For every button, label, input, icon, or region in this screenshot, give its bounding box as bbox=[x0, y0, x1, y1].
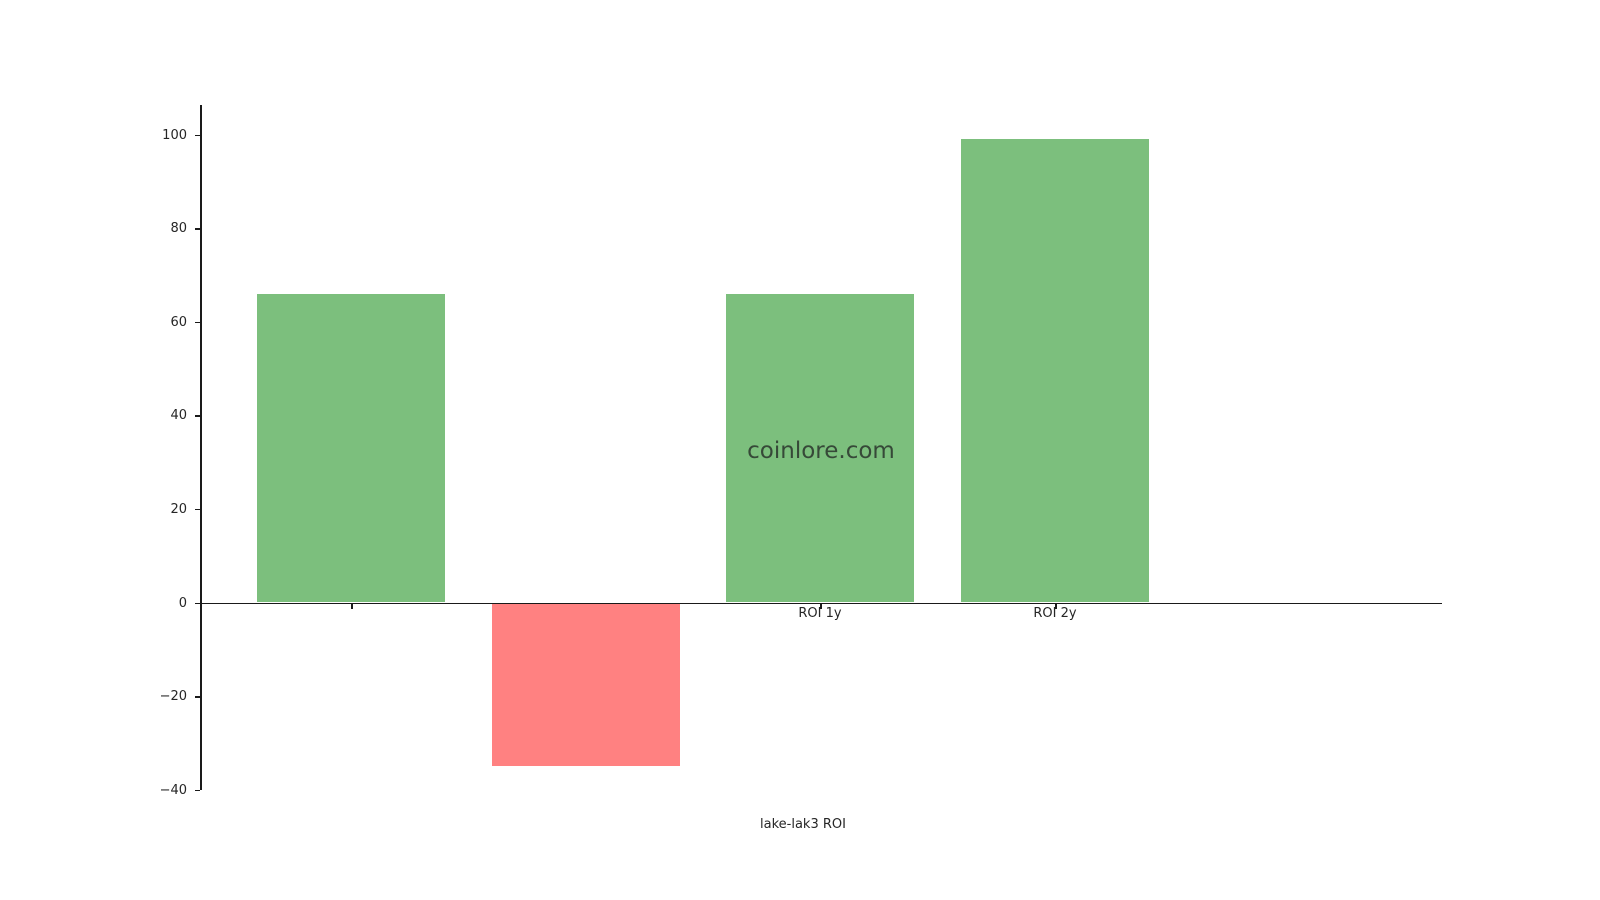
y-tick-mark bbox=[195, 134, 200, 136]
x-tick-mark bbox=[351, 602, 353, 609]
y-axis-line bbox=[200, 105, 202, 790]
y-tick-mark bbox=[195, 228, 200, 230]
bar-unlabeled-1 bbox=[257, 293, 445, 603]
y-tick-label: 0 bbox=[178, 595, 187, 611]
y-tick-label: 40 bbox=[170, 408, 187, 424]
y-tick-label: 100 bbox=[162, 127, 187, 143]
x-tick-label: ROI 2y bbox=[1033, 606, 1077, 621]
bar-roi-1y bbox=[726, 293, 914, 603]
x-tick-label: ROI 1y bbox=[798, 606, 842, 621]
y-tick-label: −40 bbox=[159, 782, 187, 798]
y-tick-mark bbox=[195, 602, 200, 604]
x-tick-mark bbox=[1055, 602, 1057, 609]
x-axis-title: lake-lak3 ROI bbox=[760, 817, 846, 832]
y-tick-label: 80 bbox=[170, 221, 187, 237]
x-tick-mark bbox=[820, 602, 822, 609]
y-tick-label: 60 bbox=[170, 314, 187, 330]
y-tick-mark bbox=[195, 415, 200, 417]
y-tick-mark bbox=[195, 696, 200, 698]
watermark-text: coinlore.com bbox=[747, 438, 895, 464]
bar-unlabeled-2 bbox=[492, 602, 680, 767]
x-axis-line bbox=[200, 602, 1442, 604]
bar-roi-2y bbox=[961, 139, 1149, 603]
y-tick-mark bbox=[195, 321, 200, 324]
y-tick-mark bbox=[195, 789, 200, 792]
y-tick-label: 20 bbox=[170, 501, 187, 517]
y-tick-label: −20 bbox=[159, 689, 187, 705]
y-tick-mark bbox=[195, 508, 200, 511]
